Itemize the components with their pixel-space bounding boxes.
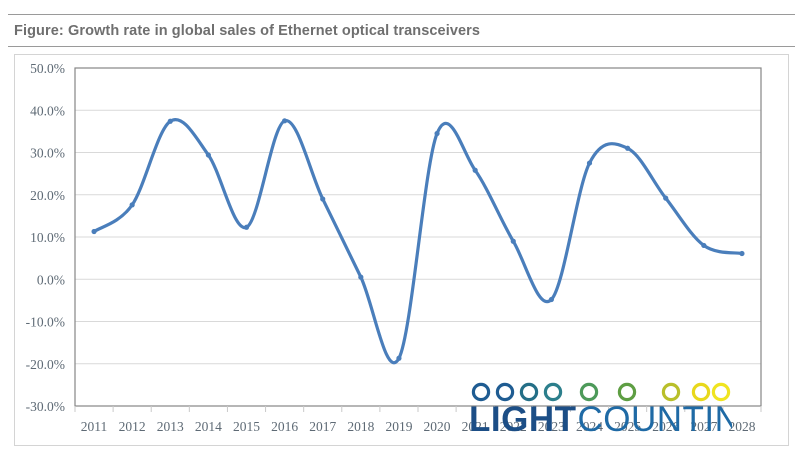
data-point-marker [701,242,707,249]
logo-text-light: LIGHT [469,400,576,439]
x-axis-tick-label: 2015 [233,419,260,434]
x-axis-tick-label: 2021 [462,419,489,434]
x-axis-tick-label: 2012 [119,419,146,434]
y-axis-tick-label: 0.0% [37,272,65,287]
data-point-marker [320,196,326,202]
data-point-marker [243,224,250,230]
x-axis-tick-label: 2024 [576,419,603,434]
logo-node-circle [711,382,731,402]
x-axis-tick-label: 2017 [309,419,336,434]
y-axis-tick-label: 50.0% [30,61,65,76]
x-axis-tick-label: 2018 [347,419,374,434]
data-series-line [92,118,744,365]
x-axis-tick-label: 2023 [538,419,565,434]
logo-node-circle [543,382,563,402]
x-axis-tick-label: 2011 [81,419,108,434]
y-axis-tick-label: -30.0% [26,399,65,414]
y-axis-tick-label: 30.0% [30,146,65,161]
x-axis-tick-label: 2027 [690,419,717,434]
chart-container: 50.0% 40.0% 30.0% 20.0% 10.0% 0.0% -10.0% -20.0… [14,54,789,446]
x-axis-tick-label: 2016 [271,419,298,434]
logo-node-circle [617,382,637,402]
page-title: Figure: Growth rate in global sales of E… [14,22,481,39]
y-axis-tick-label: 20.0% [30,188,65,203]
y-axis-tick-label: -20.0% [26,357,65,372]
data-point-marker [548,296,554,303]
data-point-marker [282,118,288,124]
lightcounting-logo: LIGHTCOUNTING [469,382,732,439]
data-point-marker [472,167,478,173]
data-point-marker [358,274,364,280]
x-axis-tick-label: 2019 [385,419,412,434]
data-point-marker [396,355,402,361]
data-point-marker [739,250,745,257]
logo-text-counting: COUNTING [577,400,732,439]
x-axis-tick-label: 2028 [728,419,755,434]
data-point-marker [586,160,593,166]
y-axis-tick-label: -10.0% [26,315,65,330]
logo-node-circle [495,382,515,402]
x-axis-tick-label: 2025 [614,419,641,434]
y-axis-tick-label: 10.0% [30,230,65,245]
data-point-marker [510,238,516,244]
logo-node-circle [661,382,681,402]
x-axis-tick-label: 2014 [195,419,222,434]
data-point-marker [91,228,97,235]
data-point-marker [434,130,440,137]
y-axis-tick-label: 40.0% [30,103,65,118]
data-point-marker [205,152,211,158]
logo-node-circle [519,382,539,402]
data-point-marker [129,202,135,208]
logo-node-circle [691,382,711,402]
data-point-marker [625,145,631,151]
logo-node-circle [579,382,599,402]
x-axis-tick-label: 2026 [652,419,679,434]
x-axis-tick-label: 2020 [424,419,451,434]
growth-rate-line-chart: 50.0% 40.0% 30.0% 20.0% 10.0% 0.0% -10.0% -20.0… [26,61,762,434]
data-point-marker [167,118,173,124]
logo-node-circle [471,382,491,402]
figure-title-bar: Figure: Growth rate in global sales of E… [8,14,795,47]
data-point-marker [663,195,669,201]
x-axis-tick-label: 2022 [500,419,527,434]
x-axis-tick-label: 2013 [157,419,184,434]
